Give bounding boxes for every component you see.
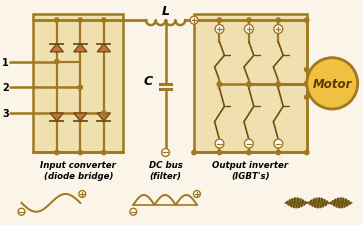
Circle shape: [192, 19, 196, 23]
Circle shape: [307, 58, 358, 110]
Circle shape: [247, 19, 251, 23]
Circle shape: [102, 151, 106, 155]
Polygon shape: [74, 45, 87, 53]
Circle shape: [102, 111, 106, 116]
Circle shape: [79, 191, 86, 198]
Text: Output inverter
(IGBT's): Output inverter (IGBT's): [212, 161, 289, 180]
Circle shape: [78, 151, 82, 155]
Circle shape: [217, 19, 222, 23]
Circle shape: [54, 60, 59, 65]
Circle shape: [305, 82, 309, 86]
Circle shape: [190, 17, 198, 25]
Circle shape: [305, 68, 309, 72]
Circle shape: [245, 140, 253, 148]
Text: 2: 2: [2, 83, 9, 93]
Text: C: C: [143, 74, 152, 88]
Circle shape: [247, 83, 251, 87]
Circle shape: [130, 208, 136, 215]
Circle shape: [54, 19, 59, 23]
Circle shape: [276, 83, 281, 87]
Text: Input converter
(diode bridge): Input converter (diode bridge): [40, 161, 116, 180]
Circle shape: [192, 151, 196, 155]
Circle shape: [276, 19, 281, 23]
Circle shape: [247, 83, 251, 87]
Circle shape: [305, 151, 309, 155]
Circle shape: [215, 140, 224, 148]
Circle shape: [276, 151, 281, 155]
Circle shape: [162, 149, 170, 157]
Circle shape: [78, 19, 82, 23]
Circle shape: [274, 140, 283, 148]
Text: Motor: Motor: [313, 77, 352, 90]
Circle shape: [102, 19, 106, 23]
FancyBboxPatch shape: [194, 15, 307, 153]
Circle shape: [247, 151, 251, 155]
Circle shape: [215, 25, 224, 34]
Polygon shape: [74, 113, 87, 122]
Circle shape: [305, 83, 309, 87]
Text: DC bus
(filter): DC bus (filter): [148, 161, 183, 180]
Circle shape: [193, 191, 200, 198]
Circle shape: [274, 25, 283, 34]
Circle shape: [54, 151, 59, 155]
Circle shape: [276, 83, 281, 87]
Polygon shape: [97, 45, 110, 53]
Circle shape: [305, 96, 309, 100]
Circle shape: [217, 83, 222, 87]
Text: 3: 3: [2, 108, 9, 118]
Circle shape: [217, 151, 222, 155]
Polygon shape: [50, 45, 64, 53]
Circle shape: [78, 86, 82, 90]
Text: 1: 1: [2, 57, 9, 67]
FancyBboxPatch shape: [33, 15, 123, 153]
Circle shape: [305, 19, 309, 23]
Polygon shape: [97, 113, 110, 122]
Text: L: L: [162, 5, 170, 18]
Circle shape: [245, 25, 253, 34]
Circle shape: [217, 83, 222, 87]
Polygon shape: [50, 113, 64, 122]
Circle shape: [18, 208, 25, 215]
